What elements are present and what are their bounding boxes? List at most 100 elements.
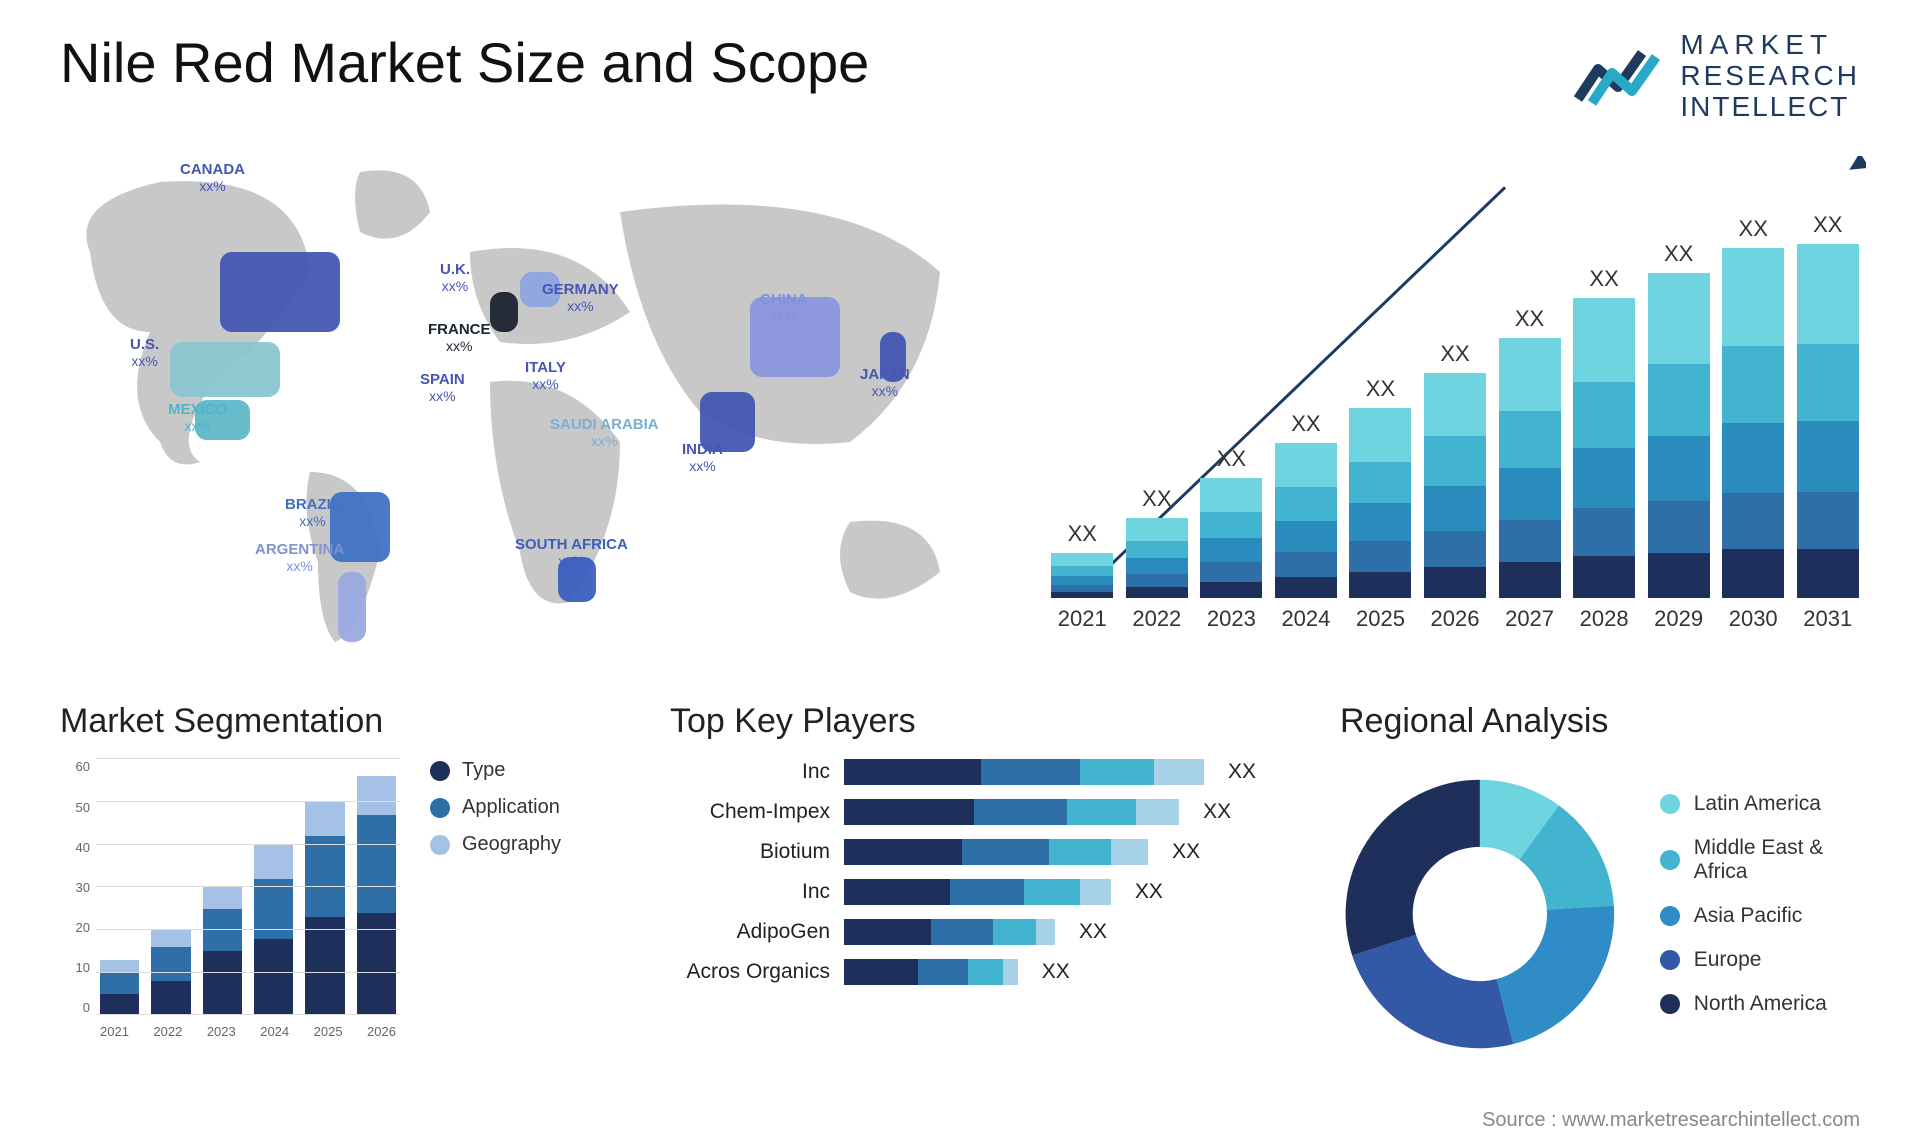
kp-seg [844, 959, 918, 985]
ra-legend-label: North America [1694, 992, 1827, 1016]
seg-gridline [96, 886, 400, 887]
forecast-value-label: XX [1589, 266, 1618, 292]
seg-xtick: 2025 [314, 1024, 343, 1039]
forecast-value-label: XX [1440, 341, 1469, 367]
kp-seg [931, 919, 993, 945]
map-label-italy: ITALYxx% [525, 360, 566, 392]
map-label-mexico: MEXICOxx% [168, 402, 227, 434]
forecast-seg [1722, 248, 1784, 346]
kp-seg [974, 799, 1067, 825]
seg-bar-seg [203, 951, 242, 1015]
donut-slice [1497, 906, 1615, 1044]
segmentation-plot [96, 759, 400, 1015]
kp-seg [1024, 879, 1080, 905]
kp-row: BiotiumXX [670, 839, 1310, 865]
kp-label: Inc [670, 760, 830, 784]
forecast-seg [1573, 382, 1635, 448]
legend-dot-icon [430, 835, 450, 855]
forecast-seg [1722, 423, 1784, 493]
seg-legend-label: Geography [462, 833, 561, 856]
legend-dot-icon [1660, 794, 1680, 814]
map-label-germany: GERMANYxx% [542, 282, 619, 314]
map-label-japan: JAPANxx% [860, 367, 910, 399]
segmentation-panel: Market Segmentation 0102030405060 202120… [60, 702, 640, 1069]
kp-label: Chem-Impex [670, 800, 830, 824]
map-label-u-s-: U.S.xx% [130, 337, 159, 369]
forecast-year-label: 2028 [1580, 606, 1629, 632]
map-label-canada: CANADAxx% [180, 162, 245, 194]
seg-legend-item: Type [430, 759, 561, 782]
donut-slice [1346, 780, 1480, 956]
forecast-seg [1797, 549, 1859, 599]
seg-legend-item: Application [430, 796, 561, 819]
seg-bar-seg [305, 802, 344, 836]
forecast-value-label: XX [1515, 306, 1544, 332]
seg-legend-label: Type [462, 759, 505, 782]
forecast-seg [1275, 577, 1337, 599]
forecast-seg [1349, 503, 1411, 541]
forecast-year-label: 2021 [1058, 606, 1107, 632]
seg-col-2021 [100, 759, 139, 1015]
forecast-seg [1648, 273, 1710, 364]
forecast-seg [1722, 493, 1784, 549]
forecast-col-2027: XX 2027 [1497, 212, 1562, 632]
kp-seg [1003, 959, 1018, 985]
page-title: Nile Red Market Size and Scope [60, 30, 869, 95]
kp-value-label: XX [1042, 960, 1070, 984]
kp-seg [962, 839, 1049, 865]
forecast-seg [1424, 531, 1486, 567]
seg-col-2022 [151, 759, 190, 1015]
seg-ytick: 50 [60, 800, 90, 815]
legend-dot-icon [430, 761, 450, 781]
forecast-year-label: 2029 [1654, 606, 1703, 632]
forecast-seg [1424, 436, 1486, 486]
kp-row: AdipoGenXX [670, 919, 1310, 945]
ra-legend-item: North America [1660, 992, 1860, 1016]
kp-seg [1080, 759, 1154, 785]
map-label-argentina: ARGENTINAxx% [255, 542, 344, 574]
forecast-seg [1051, 576, 1113, 585]
legend-dot-icon [1660, 850, 1680, 870]
kp-seg [1080, 879, 1111, 905]
forecast-col-2021: XX 2021 [1050, 212, 1115, 632]
seg-xtick: 2026 [367, 1024, 396, 1039]
kp-label: AdipoGen [670, 920, 830, 944]
forecast-col-2026: XX2026 [1423, 212, 1488, 632]
seg-legend-label: Application [462, 796, 560, 819]
seg-bar-seg [203, 909, 242, 952]
regional-panel: Regional Analysis Latin AmericaMiddle Ea… [1340, 702, 1860, 1069]
forecast-seg [1797, 421, 1859, 492]
ra-legend-item: Asia Pacific [1660, 904, 1860, 928]
map-label-spain: SPAINxx% [420, 372, 465, 404]
arrowhead-icon [1836, 156, 1866, 186]
seg-ytick: 20 [60, 920, 90, 935]
kp-seg [1136, 799, 1179, 825]
key-players-rows: IncXXChem-ImpexXXBiotiumXXIncXXAdipoGenX… [670, 759, 1310, 985]
donut-slice [1352, 935, 1513, 1049]
seg-col-2023 [203, 759, 242, 1015]
forecast-col-2025: XX2025 [1348, 212, 1413, 632]
kp-seg [1154, 759, 1204, 785]
forecast-year-label: 2027 [1505, 606, 1554, 632]
forecast-col-2024: XX2024 [1274, 212, 1339, 632]
forecast-seg [1648, 364, 1710, 436]
kp-seg [1049, 839, 1111, 865]
kp-label: Biotium [670, 840, 830, 864]
brand-logo: MARKET RESEARCH INTELLECT [1574, 30, 1860, 122]
forecast-year-label: 2030 [1729, 606, 1778, 632]
legend-dot-icon [1660, 994, 1680, 1014]
forecast-value-label: XX [1068, 521, 1097, 547]
kp-seg [993, 919, 1036, 945]
regional-title: Regional Analysis [1340, 702, 1860, 741]
ra-legend-label: Latin America [1694, 792, 1821, 816]
forecast-seg [1200, 562, 1262, 581]
segmentation-title: Market Segmentation [60, 702, 640, 741]
logo-line1: MARKET [1680, 30, 1860, 61]
kp-seg [844, 839, 962, 865]
ra-legend-label: Asia Pacific [1694, 904, 1803, 928]
ra-legend-item: Europe [1660, 948, 1860, 972]
forecast-seg [1051, 592, 1113, 598]
forecast-value-label: XX [1142, 486, 1171, 512]
map-label-china: CHINAxx% [760, 292, 808, 324]
forecast-seg [1200, 512, 1262, 538]
